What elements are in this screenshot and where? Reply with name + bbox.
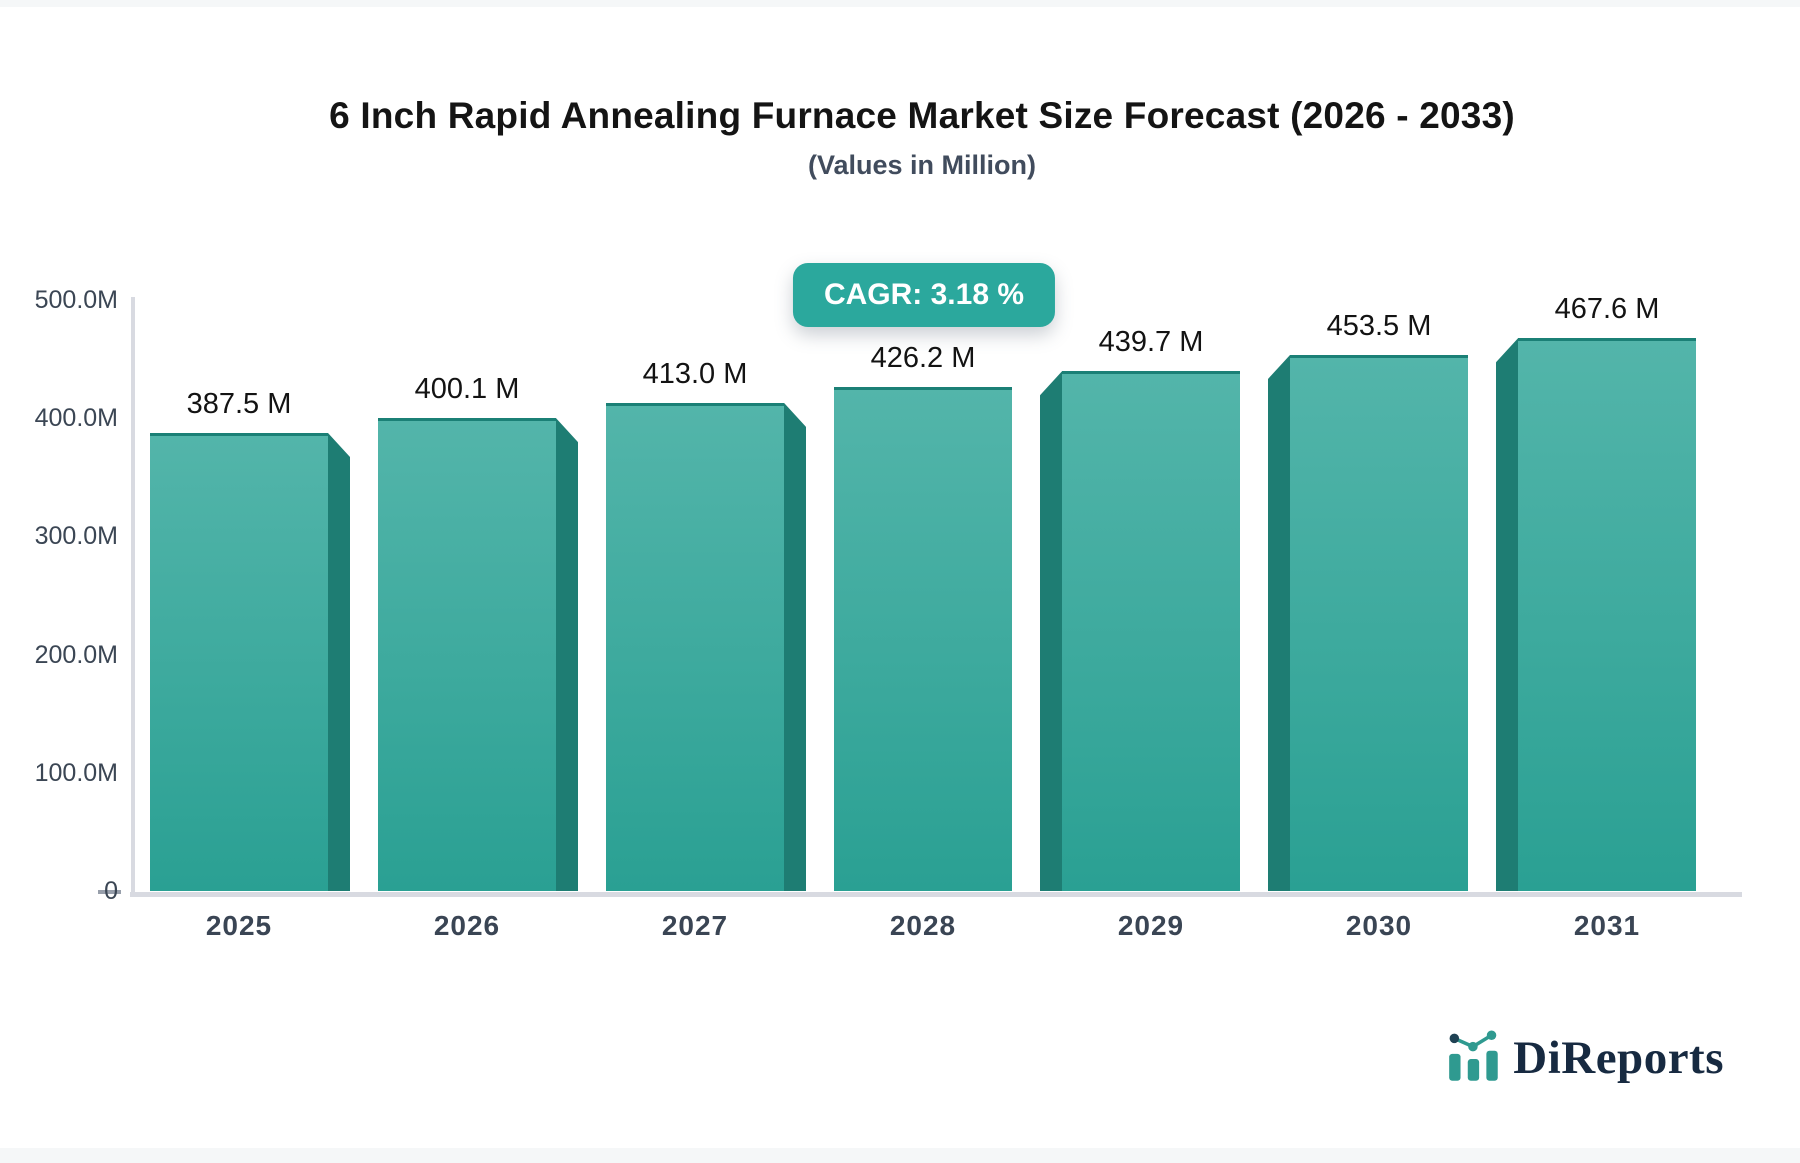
x-tick-label-2028: 2028 xyxy=(813,910,1033,942)
direports-logo-text: DiReports xyxy=(1513,1031,1724,1085)
bar-2025[interactable] xyxy=(150,433,350,891)
bar-side xyxy=(556,418,578,891)
x-tick-label-2026: 2026 xyxy=(357,910,577,942)
direports-logo-icon xyxy=(1444,1027,1506,1089)
bar-value-label: 413.0 M xyxy=(565,358,825,391)
bar-value-label: 439.7 M xyxy=(1021,326,1281,359)
x-tick-label-2025: 2025 xyxy=(129,910,349,942)
bar-face xyxy=(834,387,1012,891)
bar-face xyxy=(1062,371,1240,891)
plot-area: 500.0M 400.0M 300.0M 200.0M 100.0M 0 387.5 M 20… xyxy=(0,7,1800,1163)
chart-card: 6 Inch Rapid Annealing Furnace Market Si… xyxy=(0,7,1800,1148)
bar-value-label: 467.6 M xyxy=(1477,293,1737,326)
y-tick-label-0: 0 xyxy=(0,876,118,906)
x-axis-line xyxy=(130,892,1742,897)
y-tick-label-500.0M: 500.0M xyxy=(0,285,118,315)
bar-side xyxy=(1268,355,1290,891)
bar-face xyxy=(1518,338,1696,891)
bar-face xyxy=(378,418,556,891)
bar-face xyxy=(606,403,784,891)
bar-2030[interactable] xyxy=(1268,355,1468,891)
bar-2031[interactable] xyxy=(1496,338,1696,891)
y-tick-label-300.0M: 300.0M xyxy=(0,521,118,551)
x-tick-label-2029: 2029 xyxy=(1041,910,1261,942)
bar-2028[interactable] xyxy=(834,387,1012,891)
bar-side xyxy=(328,433,350,891)
bar-2027[interactable] xyxy=(606,403,806,891)
x-tick-label-2030: 2030 xyxy=(1269,910,1489,942)
y-tick-label-400.0M: 400.0M xyxy=(0,403,118,433)
x-tick-label-2027: 2027 xyxy=(585,910,805,942)
direports-logo: DiReports xyxy=(1444,1027,1724,1089)
bar-value-label: 426.2 M xyxy=(793,342,1053,375)
bar-2029[interactable] xyxy=(1040,371,1240,891)
bar-value-label: 387.5 M xyxy=(109,388,369,421)
bar-2026[interactable] xyxy=(378,418,578,891)
y-tick-label-200.0M: 200.0M xyxy=(0,640,118,670)
bar-face xyxy=(1290,355,1468,891)
x-tick-label-2031: 2031 xyxy=(1497,910,1717,942)
bar-side xyxy=(1496,338,1518,891)
bar-side xyxy=(1040,371,1062,891)
bar-value-label: 400.1 M xyxy=(337,373,597,406)
bar-face xyxy=(150,433,328,891)
bar-side xyxy=(784,403,806,891)
bar-value-label: 453.5 M xyxy=(1249,310,1509,343)
y-tick-label-100.0M: 100.0M xyxy=(0,758,118,788)
